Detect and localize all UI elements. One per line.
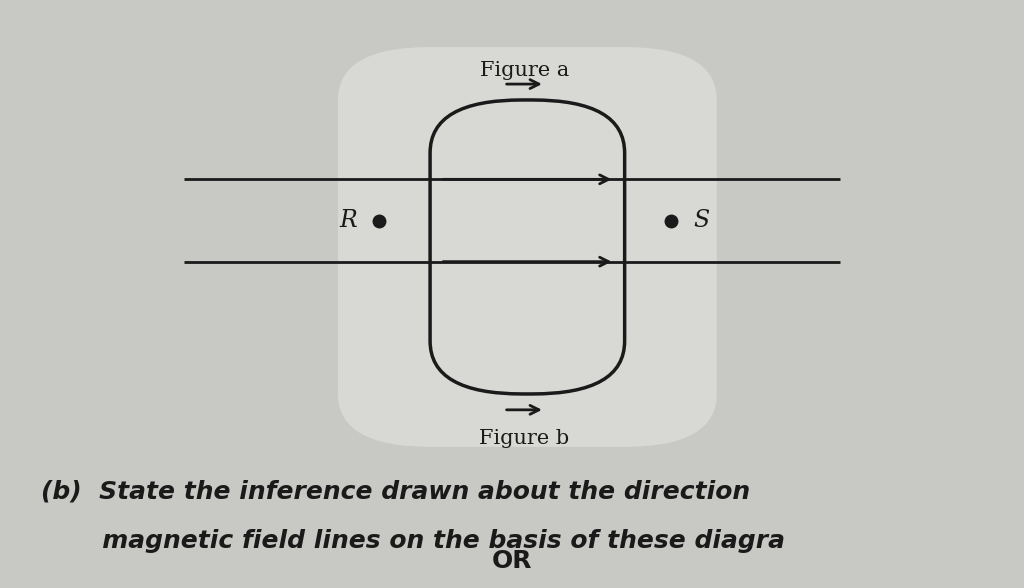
Text: Figure b: Figure b [479, 429, 569, 447]
Text: magnetic field lines on the basis of these diagra: magnetic field lines on the basis of the… [41, 529, 785, 553]
Text: Figure a: Figure a [479, 61, 569, 80]
Text: (b)  State the inference drawn about the direction: (b) State the inference drawn about the … [41, 479, 751, 503]
Text: OR: OR [492, 549, 532, 573]
FancyBboxPatch shape [338, 47, 717, 447]
Text: S: S [693, 209, 710, 232]
Text: R: R [339, 209, 357, 232]
